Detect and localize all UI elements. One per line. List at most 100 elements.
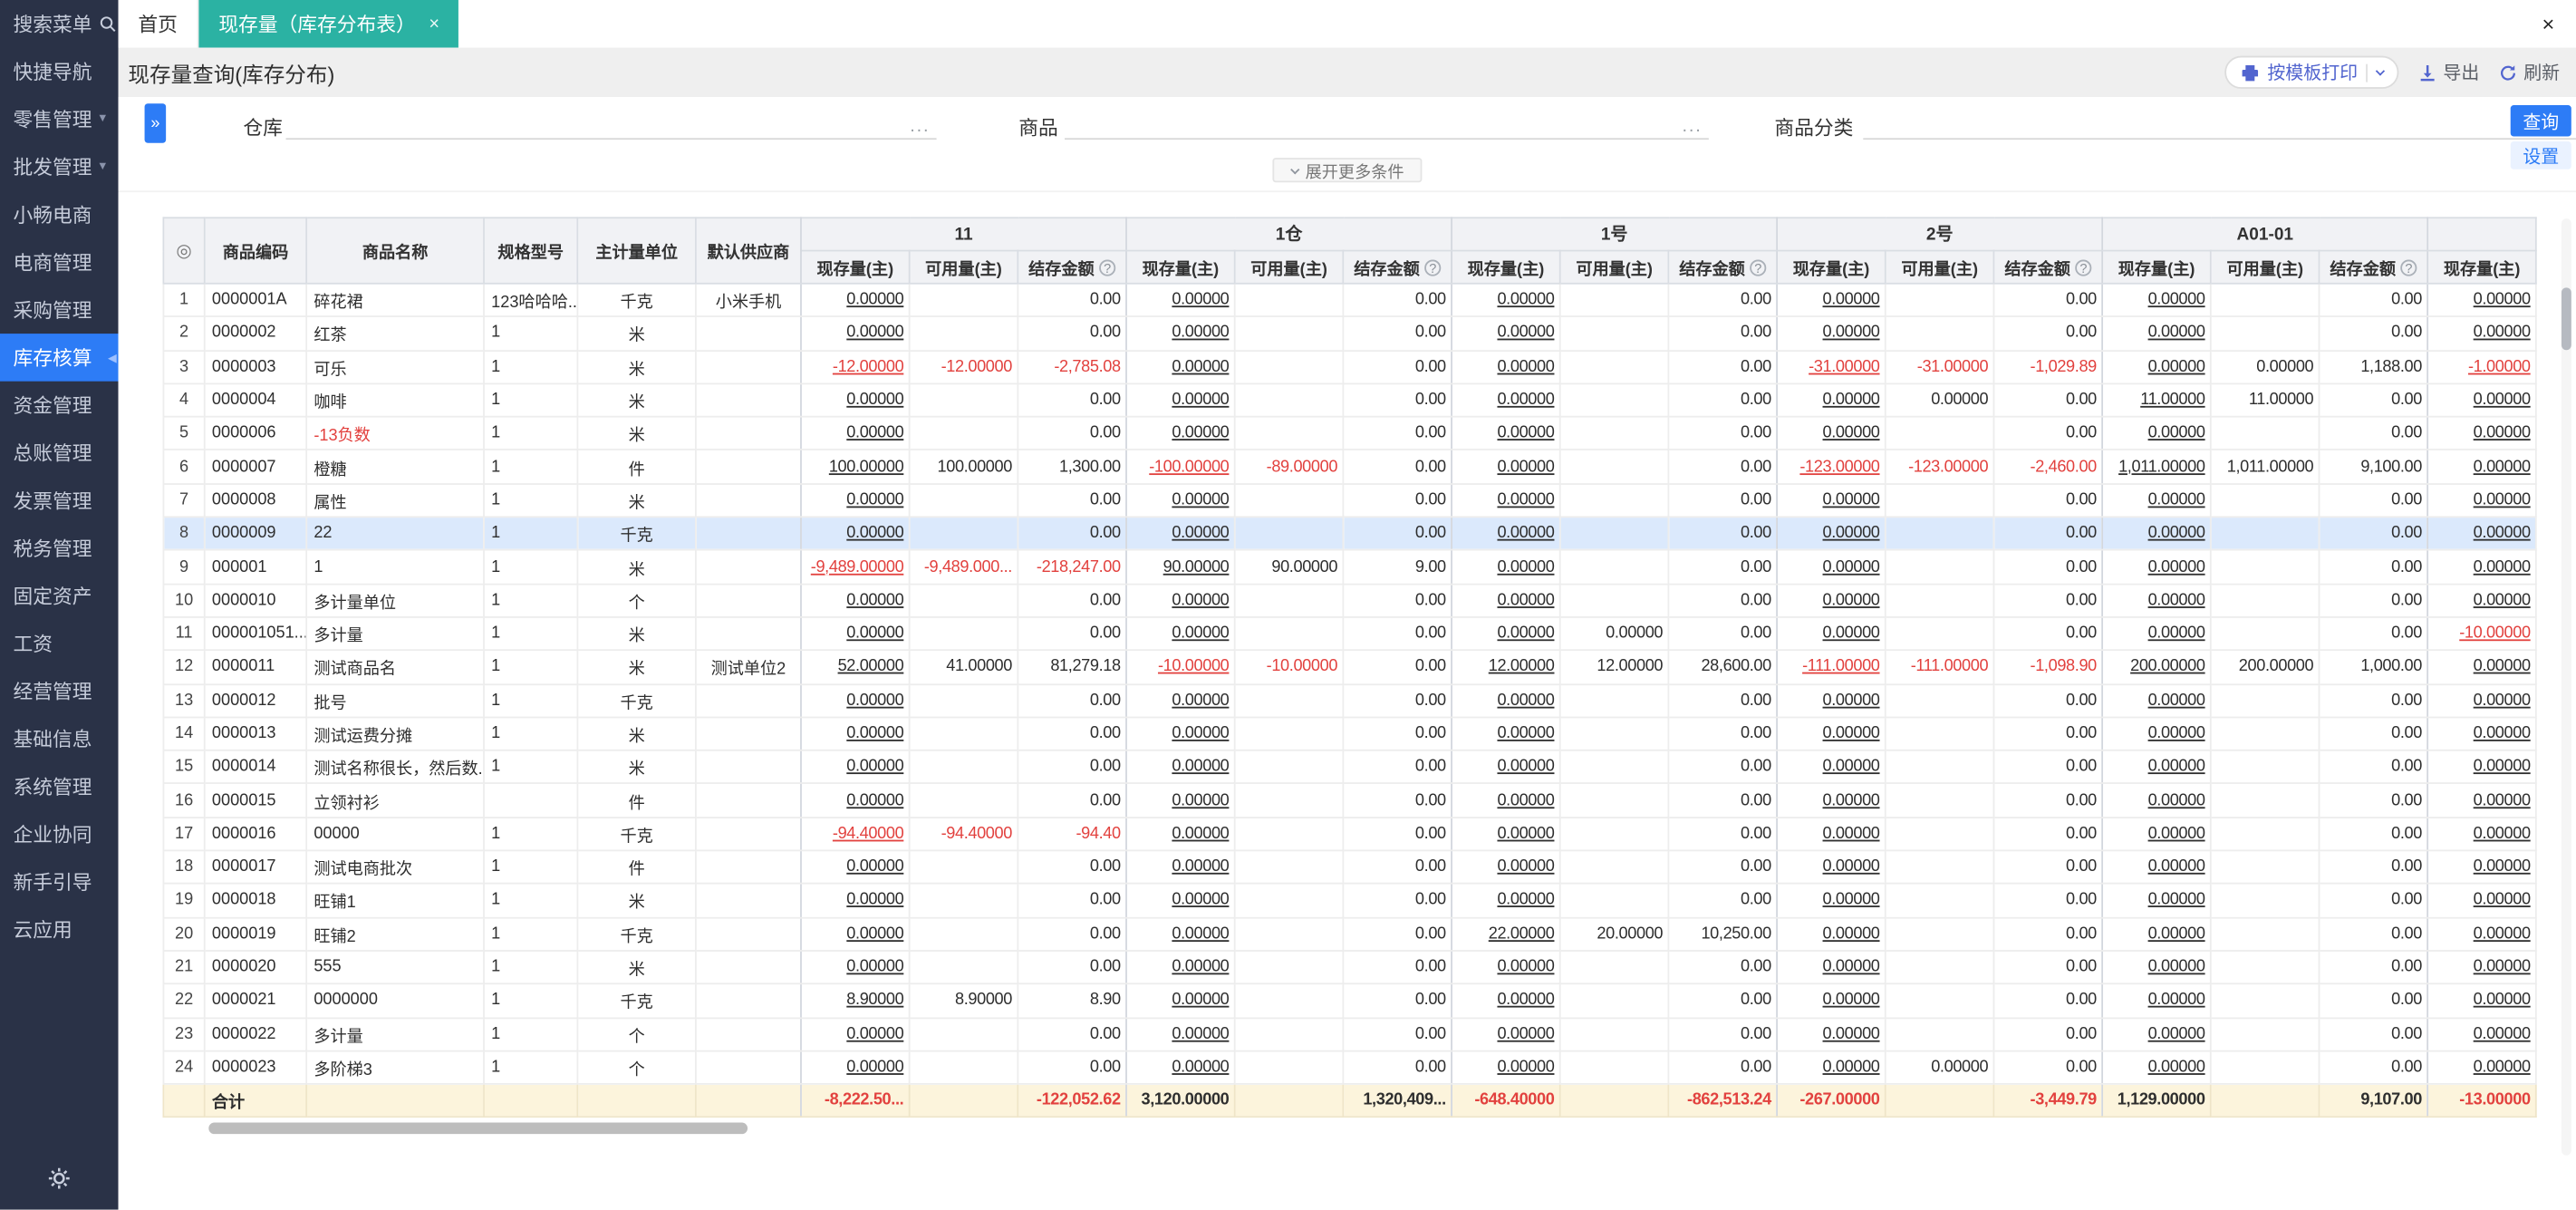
refresh-button[interactable]: 刷新 bbox=[2499, 59, 2560, 85]
qty-on-hand-cell[interactable]: 0.00000 bbox=[1125, 1016, 1236, 1052]
chevron-down-icon[interactable] bbox=[2375, 66, 2386, 76]
table-row[interactable]: 9 000001 1 1 米 -9,489.00000 -9,489.000... -218,… bbox=[162, 549, 2537, 585]
qty-on-hand-cell[interactable]: 0.00000 bbox=[2426, 782, 2537, 818]
qty-on-hand-cell[interactable]: 0.00000 bbox=[1125, 716, 1236, 751]
qty-on-hand-cell[interactable]: 0.00000 bbox=[1776, 849, 1886, 886]
qty-on-hand-cell[interactable]: 0.00000 bbox=[2426, 916, 2537, 952]
sub-column-header[interactable]: 可用量(主) bbox=[908, 249, 1019, 285]
sub-column-header[interactable]: 结存金额? bbox=[1342, 249, 1453, 285]
qty-on-hand-cell[interactable]: 0.00000 bbox=[1125, 782, 1236, 818]
table-row[interactable]: 13 0000012 批号 1 千克 0.00000 0.00 0.00000 0.00 0.00… bbox=[162, 682, 2537, 719]
goods-picker[interactable]: ... bbox=[1682, 116, 1703, 137]
sub-column-header[interactable]: 结存金额? bbox=[1667, 249, 1779, 285]
qty-on-hand-cell[interactable]: 0.00000 bbox=[1451, 449, 1561, 485]
qty-on-hand-cell[interactable]: 0.00000 bbox=[800, 1016, 911, 1052]
qty-on-hand-cell[interactable]: 11.00000 bbox=[2101, 382, 2212, 418]
qty-on-hand-cell[interactable]: 0.00000 bbox=[2101, 315, 2212, 352]
qty-on-hand-cell[interactable]: 52.00000 bbox=[800, 649, 911, 685]
sub-column-header[interactable]: 现存量(主) bbox=[2426, 249, 2537, 285]
horizontal-scrollbar-thumb[interactable] bbox=[208, 1123, 748, 1135]
qty-on-hand-cell[interactable]: -12.00000 bbox=[800, 349, 911, 385]
sidebar-item-14[interactable]: 工资 bbox=[0, 620, 119, 668]
qty-on-hand-cell[interactable]: 0.00000 bbox=[1125, 349, 1236, 385]
qty-on-hand-cell[interactable]: 0.00000 bbox=[800, 716, 911, 751]
table-row[interactable]: 16 0000015 立领衬衫件 0.00000 0.00 0.00000 0.00 0.00… bbox=[162, 782, 2537, 818]
sub-column-header[interactable]: 结存金额? bbox=[1017, 249, 1127, 285]
table-row[interactable]: 1 0000001A 碎花裙 123哈哈哈... 千克 小米手机 0.00000 0.00 0.… bbox=[162, 282, 2537, 318]
qty-on-hand-cell[interactable]: 90.00000 bbox=[1125, 549, 1236, 585]
table-row[interactable]: 2 0000002 红茶 1 米 0.00000 0.00 0.00000 0.00 0.0000… bbox=[162, 315, 2537, 352]
sub-column-header[interactable]: 可用量(主) bbox=[1233, 249, 1345, 285]
sidebar-item-17[interactable]: 系统管理 bbox=[0, 762, 119, 810]
table-row[interactable]: 20 0000019 旺铺2 1 千克 0.00000 0.00 0.00000 0.00 22.… bbox=[162, 916, 2537, 952]
qty-on-hand-cell[interactable]: 0.00000 bbox=[1125, 949, 1236, 985]
qty-on-hand-cell[interactable]: 0.00000 bbox=[2101, 782, 2212, 818]
qty-on-hand-cell[interactable]: 0.00000 bbox=[800, 583, 911, 618]
sidebar-item-9[interactable]: 资金管理 bbox=[0, 382, 119, 430]
print-template-button[interactable]: 按模板打印 bbox=[2224, 55, 2399, 89]
warehouse-input[interactable]: ... bbox=[285, 107, 937, 140]
qty-on-hand-cell[interactable]: 0.00000 bbox=[2101, 416, 2212, 451]
qty-on-hand-cell[interactable]: 0.00000 bbox=[800, 883, 911, 918]
qty-on-hand-cell[interactable]: -10.00000 bbox=[1125, 649, 1236, 685]
qty-on-hand-cell[interactable]: 0.00000 bbox=[1776, 549, 1886, 585]
qty-on-hand-cell[interactable]: 0.00000 bbox=[1451, 1016, 1561, 1052]
horizontal-scrollbar[interactable] bbox=[163, 1123, 2535, 1135]
sidebar-item-1[interactable]: 搜索菜单 bbox=[0, 0, 119, 48]
qty-on-hand-cell[interactable]: 0.00000 bbox=[1451, 282, 1561, 318]
qty-on-hand-cell[interactable]: 0.00000 bbox=[1451, 750, 1561, 785]
qty-on-hand-cell[interactable]: 0.00000 bbox=[1776, 750, 1886, 785]
qty-on-hand-cell[interactable]: 0.00000 bbox=[800, 849, 911, 886]
qty-on-hand-cell[interactable]: -111.00000 bbox=[1776, 649, 1886, 685]
qty-on-hand-cell[interactable]: 0.00000 bbox=[1776, 983, 1886, 1019]
qty-on-hand-cell[interactable]: 0.00000 bbox=[2426, 716, 2537, 751]
qty-on-hand-cell[interactable]: 0.00000 bbox=[2426, 449, 2537, 485]
qty-on-hand-cell[interactable]: 0.00000 bbox=[2426, 682, 2537, 719]
qty-on-hand-cell[interactable]: 0.00000 bbox=[1451, 1050, 1561, 1086]
table-row[interactable]: 14 0000013 测试运费分摊 1 米 0.00000 0.00 0.00000 0.00 0… bbox=[162, 716, 2537, 751]
qty-on-hand-cell[interactable]: 0.00000 bbox=[1451, 716, 1561, 751]
sub-column-header[interactable]: 可用量(主) bbox=[1884, 249, 1995, 285]
table-row[interactable]: 11 000001051... 多计量 1 米 0.00000 0.00 0.00000 0.0… bbox=[162, 615, 2537, 652]
qty-on-hand-cell[interactable]: 0.00000 bbox=[1776, 382, 1886, 418]
qty-on-hand-cell[interactable]: -31.00000 bbox=[1776, 349, 1886, 385]
qty-on-hand-cell[interactable]: 0.00000 bbox=[2426, 849, 2537, 886]
qty-on-hand-cell[interactable]: 0.00000 bbox=[1776, 682, 1886, 719]
qty-on-hand-cell[interactable]: 0.00000 bbox=[2101, 916, 2212, 952]
qty-on-hand-cell[interactable]: 0.00000 bbox=[2101, 482, 2212, 518]
qty-on-hand-cell[interactable]: 0.00000 bbox=[1125, 750, 1236, 785]
qty-on-hand-cell[interactable]: 0.00000 bbox=[1451, 382, 1561, 418]
vertical-scrollbar[interactable] bbox=[2561, 218, 2571, 1156]
qty-on-hand-cell[interactable]: 0.00000 bbox=[2101, 883, 2212, 918]
sidebar-item-11[interactable]: 发票管理 bbox=[0, 477, 119, 525]
qty-on-hand-cell[interactable]: 0.00000 bbox=[800, 1050, 911, 1086]
sidebar-item-6[interactable]: 电商管理 bbox=[0, 238, 119, 286]
qty-on-hand-cell[interactable]: 200.00000 bbox=[2101, 649, 2212, 685]
qty-on-hand-cell[interactable]: 0.00000 bbox=[1125, 482, 1236, 518]
qty-on-hand-cell[interactable]: 0.00000 bbox=[800, 282, 911, 318]
qty-on-hand-cell[interactable]: 0.00000 bbox=[2426, 382, 2537, 418]
qty-on-hand-cell[interactable]: 0.00000 bbox=[2426, 1050, 2537, 1086]
category-select[interactable] bbox=[1863, 107, 2576, 140]
table-row[interactable]: 3 0000003 可乐 1 米 -12.00000 -12.00000 -2,785.08 0… bbox=[162, 349, 2537, 385]
sub-column-header[interactable]: 可用量(主) bbox=[2210, 249, 2320, 285]
table-row[interactable]: 7 0000008 属性 1 米 0.00000 0.00 0.00000 0.00 0.0000… bbox=[162, 482, 2537, 518]
sub-column-header[interactable]: 现存量(主) bbox=[2101, 249, 2212, 285]
sidebar-item-2[interactable]: 快捷导航 bbox=[0, 48, 119, 96]
help-icon[interactable]: ? bbox=[1424, 259, 1442, 276]
qty-on-hand-cell[interactable]: 0.00000 bbox=[800, 615, 911, 652]
qty-on-hand-cell[interactable]: 0.00000 bbox=[1125, 682, 1236, 719]
qty-on-hand-cell[interactable]: 0.00000 bbox=[2101, 682, 2212, 719]
table-row[interactable]: 19 0000018 旺铺1 1 米 0.00000 0.00 0.00000 0.00 0.00… bbox=[162, 883, 2537, 918]
qty-on-hand-cell[interactable]: 0.00000 bbox=[1776, 516, 1886, 552]
qty-on-hand-cell[interactable]: 0.00000 bbox=[1451, 549, 1561, 585]
sub-column-header[interactable]: 结存金额? bbox=[1992, 249, 2104, 285]
query-button[interactable]: 查询 bbox=[2510, 105, 2571, 137]
qty-on-hand-cell[interactable]: 0.00000 bbox=[1776, 1050, 1886, 1086]
sub-column-header[interactable]: 结存金额? bbox=[2318, 249, 2429, 285]
qty-on-hand-cell[interactable]: 0.00000 bbox=[2426, 983, 2537, 1019]
qty-on-hand-cell[interactable]: 0.00000 bbox=[2426, 315, 2537, 352]
table-row[interactable]: 5 0000006 -13负数 1 米 0.00000 0.00 0.00000 0.00 0.0… bbox=[162, 416, 2537, 451]
vertical-scrollbar-thumb[interactable] bbox=[2561, 287, 2571, 351]
qty-on-hand-cell[interactable]: 0.00000 bbox=[1776, 916, 1886, 952]
